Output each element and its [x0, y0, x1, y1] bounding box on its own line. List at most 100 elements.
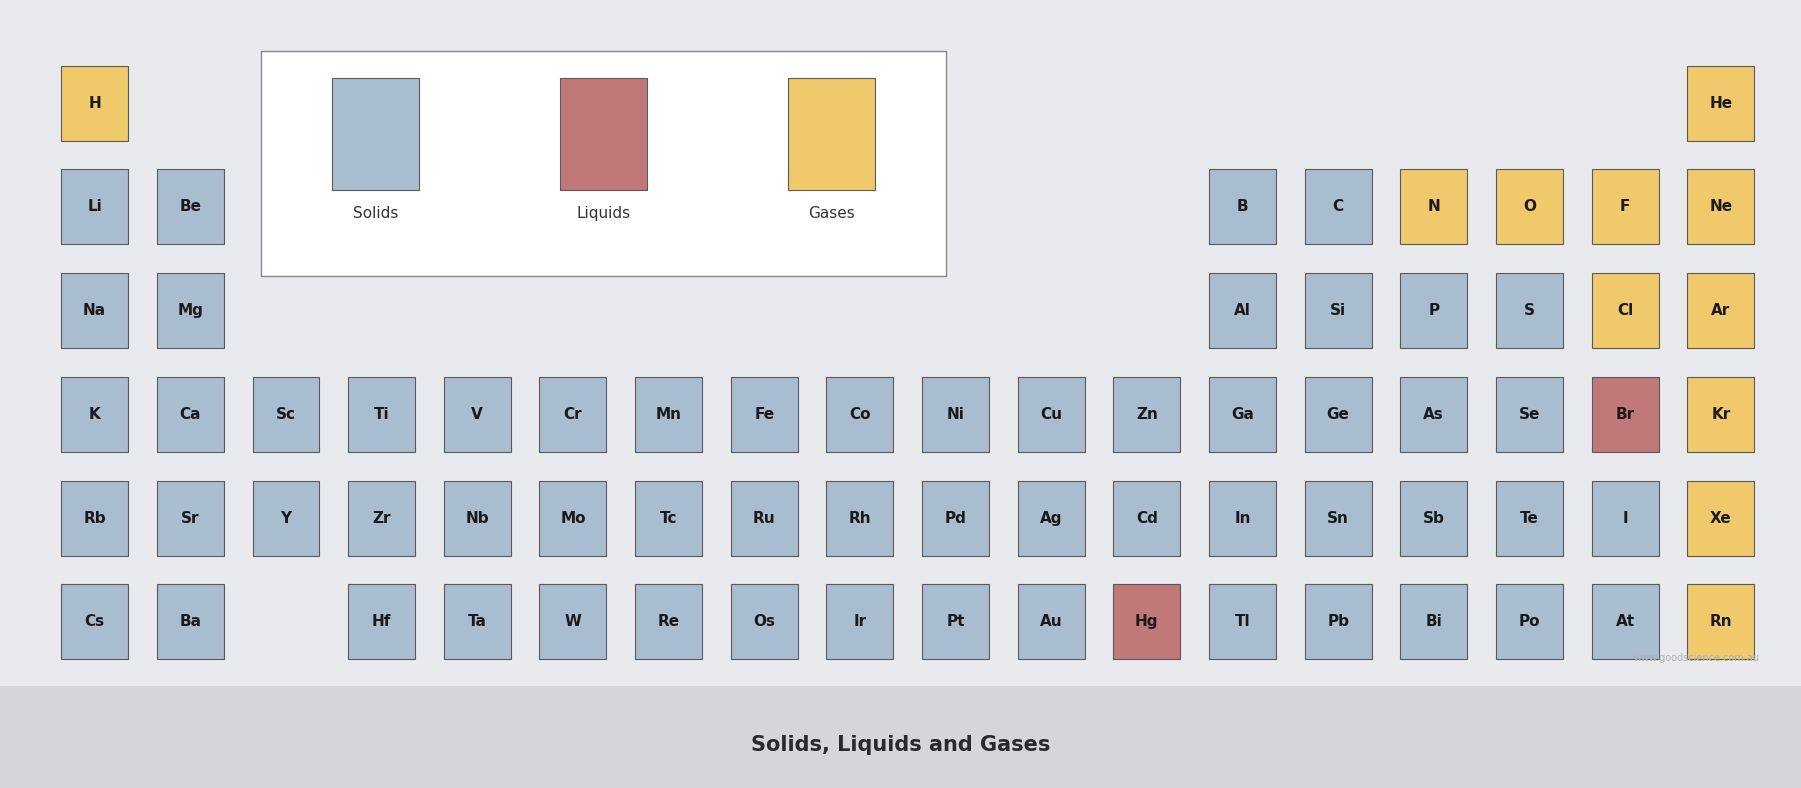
- Text: Nb: Nb: [465, 511, 490, 526]
- Text: Zn: Zn: [1136, 407, 1158, 422]
- Text: Ta: Ta: [468, 615, 486, 630]
- Bar: [1113, 585, 1180, 660]
- Text: W: W: [564, 615, 582, 630]
- Text: Be: Be: [180, 199, 202, 214]
- Text: I: I: [1623, 511, 1628, 526]
- Text: Re: Re: [657, 615, 679, 630]
- Text: Se: Se: [1518, 407, 1540, 422]
- Bar: [636, 377, 702, 452]
- Bar: [1688, 169, 1754, 244]
- Bar: [1401, 481, 1468, 556]
- Text: Pd: Pd: [944, 511, 967, 526]
- Text: Solids, Liquids and Gases: Solids, Liquids and Gases: [751, 735, 1050, 755]
- Bar: [1497, 585, 1563, 660]
- Bar: [1208, 273, 1275, 348]
- Bar: [1401, 377, 1468, 452]
- Text: Po: Po: [1518, 615, 1540, 630]
- Text: Ne: Ne: [1709, 199, 1733, 214]
- Bar: [827, 481, 893, 556]
- Text: Ar: Ar: [1711, 303, 1731, 318]
- Bar: [1304, 481, 1372, 556]
- Bar: [61, 169, 128, 244]
- Text: Cl: Cl: [1617, 303, 1634, 318]
- Text: Sr: Sr: [182, 511, 200, 526]
- Text: Rb: Rb: [83, 511, 106, 526]
- Text: O: O: [1524, 199, 1536, 214]
- Bar: [61, 585, 128, 660]
- Bar: [252, 377, 319, 452]
- Bar: [1497, 169, 1563, 244]
- Text: K: K: [88, 407, 101, 422]
- Text: Solids: Solids: [353, 206, 398, 221]
- Bar: [1688, 273, 1754, 348]
- Bar: [1208, 169, 1275, 244]
- Bar: [1497, 377, 1563, 452]
- Text: Cu: Cu: [1041, 407, 1063, 422]
- Text: Co: Co: [848, 407, 870, 422]
- Text: Tc: Tc: [659, 511, 677, 526]
- Text: Ga: Ga: [1232, 407, 1253, 422]
- Bar: [1688, 481, 1754, 556]
- Bar: [636, 481, 702, 556]
- Text: Liquids: Liquids: [576, 206, 630, 221]
- Text: Xe: Xe: [1709, 511, 1731, 526]
- Bar: [1592, 377, 1659, 452]
- Text: Au: Au: [1039, 615, 1063, 630]
- Text: Ge: Ge: [1327, 407, 1349, 422]
- Bar: [540, 585, 607, 660]
- Text: Zr: Zr: [373, 511, 391, 526]
- Bar: [1018, 377, 1084, 452]
- Text: Hf: Hf: [373, 615, 391, 630]
- Text: Kr: Kr: [1711, 407, 1731, 422]
- Text: V: V: [472, 407, 483, 422]
- Bar: [731, 377, 798, 452]
- Text: Bi: Bi: [1425, 615, 1443, 630]
- Bar: [61, 481, 128, 556]
- Bar: [1208, 377, 1275, 452]
- Bar: [157, 481, 223, 556]
- Bar: [61, 377, 128, 452]
- Text: Sc: Sc: [276, 407, 295, 422]
- Text: Mg: Mg: [176, 303, 204, 318]
- Text: www.goodscience.com.au: www.goodscience.com.au: [1634, 653, 1760, 663]
- Bar: [922, 585, 989, 660]
- Text: Gases: Gases: [809, 206, 855, 221]
- Bar: [1304, 585, 1372, 660]
- Text: Cd: Cd: [1136, 511, 1158, 526]
- Bar: [1401, 585, 1468, 660]
- Text: Mn: Mn: [656, 407, 681, 422]
- Bar: [157, 377, 223, 452]
- Bar: [1592, 169, 1659, 244]
- Text: H: H: [88, 95, 101, 110]
- Text: Mo: Mo: [560, 511, 585, 526]
- Text: At: At: [1615, 615, 1635, 630]
- Bar: [1304, 169, 1372, 244]
- Text: N: N: [1428, 199, 1441, 214]
- Bar: [443, 481, 511, 556]
- Text: Ru: Ru: [753, 511, 776, 526]
- Bar: [1018, 481, 1084, 556]
- Bar: [540, 481, 607, 556]
- Text: Sb: Sb: [1423, 511, 1444, 526]
- Bar: [1113, 377, 1180, 452]
- Bar: [0, 686, 1801, 788]
- Text: Si: Si: [1331, 303, 1345, 318]
- Bar: [252, 481, 319, 556]
- Text: S: S: [1524, 303, 1534, 318]
- Bar: [348, 585, 414, 660]
- Text: Rn: Rn: [1709, 615, 1733, 630]
- Bar: [1688, 65, 1754, 140]
- Bar: [1592, 273, 1659, 348]
- Text: Cr: Cr: [564, 407, 582, 422]
- Bar: [1304, 273, 1372, 348]
- Bar: [1688, 585, 1754, 660]
- Bar: [61, 273, 128, 348]
- Bar: [1401, 169, 1468, 244]
- Text: He: He: [1709, 95, 1733, 110]
- Bar: [922, 377, 989, 452]
- Bar: [540, 377, 607, 452]
- Bar: [1304, 377, 1372, 452]
- Text: C: C: [1333, 199, 1344, 214]
- Bar: [157, 169, 223, 244]
- Bar: [443, 585, 511, 660]
